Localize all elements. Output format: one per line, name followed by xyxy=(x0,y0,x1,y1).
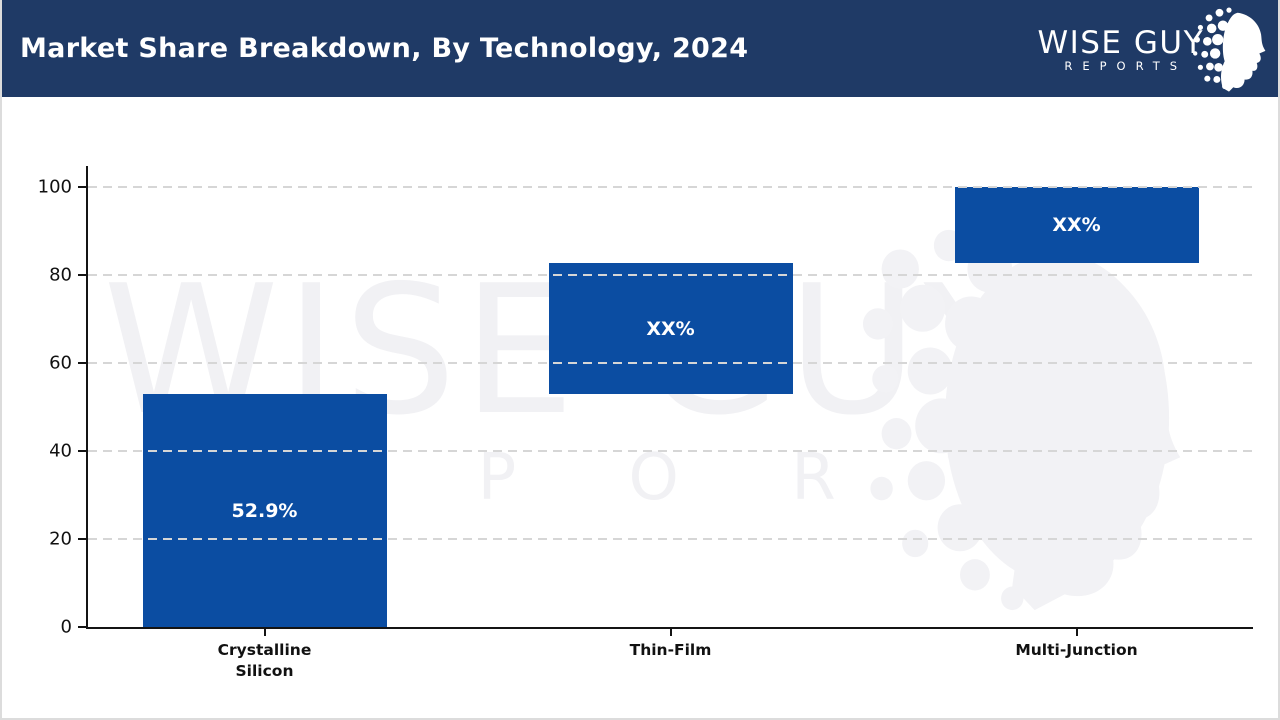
y-axis-tick-label: 40 xyxy=(49,440,72,462)
x-axis-category-label: Thin-Film xyxy=(629,641,712,659)
wiseguy-logo-sub: REPORTS xyxy=(1064,58,1188,73)
y-axis-tick xyxy=(78,538,86,540)
x-axis-tick xyxy=(1075,629,1078,636)
y-axis-tick-label: 100 xyxy=(37,176,72,198)
x-axis-category-label: Crystalline Silicon xyxy=(217,641,312,680)
x-axis-category-label: Multi-Junction xyxy=(1015,641,1138,659)
y-axis-tick xyxy=(78,450,86,452)
gridline-100 xyxy=(88,186,1253,188)
bar-crystalline-silicon: 52.9% xyxy=(142,394,387,627)
y-axis-tick-label: 80 xyxy=(49,264,72,286)
y-axis-tick xyxy=(78,274,86,276)
wiseguy-logo-head-icon xyxy=(1193,7,1266,92)
y-axis-tick-label: 20 xyxy=(49,528,72,550)
wiseguy-logo: WISE GUY REPORTS xyxy=(1037,4,1268,96)
wiseguy-logo-wordmark: WISE GUY xyxy=(1037,25,1204,62)
x-axis-line xyxy=(86,627,1253,629)
y-axis-tick-label: 60 xyxy=(49,352,72,374)
bar-thin-film: XX% xyxy=(548,263,793,395)
bar-multi-junction: XX% xyxy=(954,187,1199,264)
y-axis-line xyxy=(86,166,88,629)
bar-value-label: 52.9% xyxy=(231,499,298,522)
gridline-20 xyxy=(88,538,1253,540)
gridline-60 xyxy=(88,362,1253,364)
y-axis-tick xyxy=(78,186,86,188)
gridline-40 xyxy=(88,450,1253,452)
x-axis-tick xyxy=(263,629,266,636)
y-axis-tick xyxy=(78,362,86,364)
header-bar: Market Share Breakdown, By Technology, 2… xyxy=(0,0,1280,97)
y-axis-tick-label: 0 xyxy=(60,616,72,638)
y-axis-tick xyxy=(78,626,86,628)
page-title: Market Share Breakdown, By Technology, 2… xyxy=(20,33,749,64)
gridline-80 xyxy=(88,274,1253,276)
x-axis-tick xyxy=(669,629,672,636)
wiseguy-logo-text: WISE GUY REPORTS xyxy=(1037,27,1204,72)
bar-value-label: XX% xyxy=(1052,214,1101,237)
bar-value-label: XX% xyxy=(646,317,695,340)
